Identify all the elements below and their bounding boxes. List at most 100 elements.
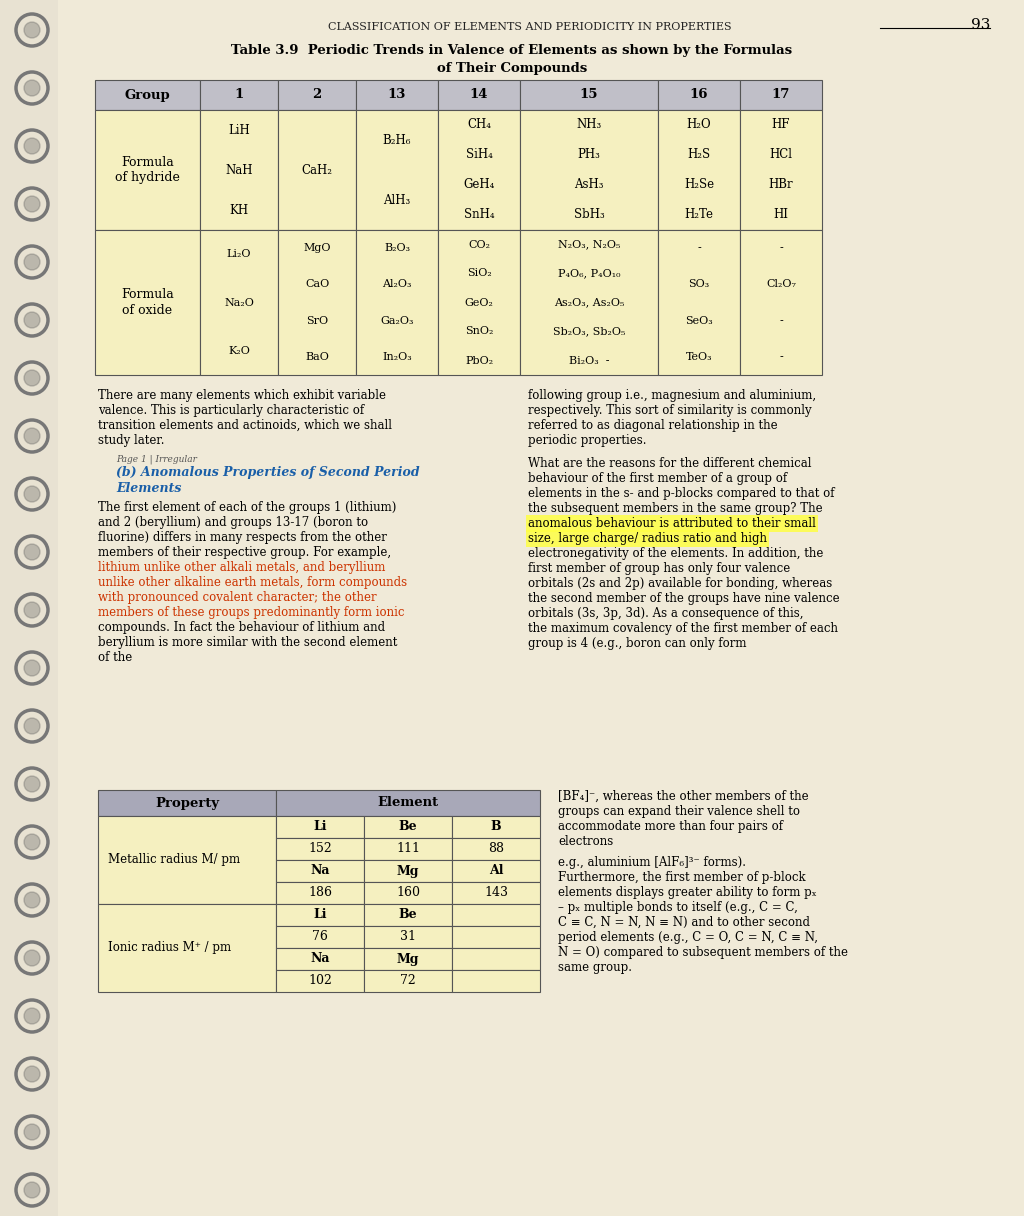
Text: periodic properties.: periodic properties. — [528, 434, 646, 447]
Text: -: - — [779, 316, 783, 326]
Text: e.g., aluminium [AlF₆]³⁻ forms).: e.g., aluminium [AlF₆]³⁻ forms). — [558, 856, 746, 869]
Text: 88: 88 — [488, 843, 504, 856]
Circle shape — [24, 1124, 40, 1141]
Text: Li: Li — [313, 908, 327, 922]
FancyBboxPatch shape — [452, 903, 540, 927]
Circle shape — [24, 660, 40, 676]
Text: Al₂O₃: Al₂O₃ — [382, 280, 412, 289]
Text: -: - — [779, 243, 783, 253]
Text: SbH₃: SbH₃ — [573, 208, 604, 221]
Circle shape — [24, 602, 40, 618]
FancyBboxPatch shape — [658, 109, 740, 230]
Text: Element: Element — [378, 796, 438, 810]
FancyBboxPatch shape — [452, 948, 540, 970]
Text: groups can expand their valence shell to: groups can expand their valence shell to — [558, 805, 800, 818]
FancyBboxPatch shape — [276, 860, 364, 882]
Text: 31: 31 — [400, 930, 416, 944]
Text: H₂O: H₂O — [687, 118, 712, 131]
Text: GeH₄: GeH₄ — [463, 179, 495, 191]
FancyBboxPatch shape — [356, 230, 438, 375]
Text: 72: 72 — [400, 974, 416, 987]
Text: What are the reasons for the different chemical: What are the reasons for the different c… — [528, 457, 811, 471]
Text: of Their Compounds: of Their Compounds — [437, 62, 587, 75]
Text: SiH₄: SiH₄ — [466, 148, 493, 162]
Text: AsH₃: AsH₃ — [574, 179, 604, 191]
Text: beryllium is more similar with the second element: beryllium is more similar with the secon… — [98, 636, 397, 649]
Text: 16: 16 — [690, 89, 709, 101]
Text: of oxide: of oxide — [123, 304, 173, 317]
Text: B: B — [490, 821, 502, 833]
Text: There are many elements which exhibit variable: There are many elements which exhibit va… — [98, 389, 386, 402]
Text: Al: Al — [488, 865, 503, 878]
Text: HF: HF — [772, 118, 791, 131]
Text: (b) Anomalous Properties of Second Period: (b) Anomalous Properties of Second Perio… — [116, 466, 420, 479]
Circle shape — [24, 313, 40, 328]
FancyBboxPatch shape — [200, 230, 278, 375]
Text: valence. This is particularly characteristic of: valence. This is particularly characteri… — [98, 404, 365, 417]
FancyBboxPatch shape — [276, 948, 364, 970]
FancyBboxPatch shape — [364, 948, 452, 970]
Text: Na: Na — [310, 865, 330, 878]
FancyBboxPatch shape — [452, 816, 540, 838]
Text: anomalous behaviour is attributed to their small: anomalous behaviour is attributed to the… — [528, 517, 816, 530]
FancyBboxPatch shape — [364, 882, 452, 903]
FancyBboxPatch shape — [276, 882, 364, 903]
Text: SrO: SrO — [306, 316, 328, 326]
Text: Na₂O: Na₂O — [224, 298, 254, 308]
Text: 160: 160 — [396, 886, 420, 900]
Text: accommodate more than four pairs of: accommodate more than four pairs of — [558, 820, 783, 833]
Circle shape — [24, 196, 40, 212]
FancyBboxPatch shape — [452, 860, 540, 882]
Text: Na: Na — [310, 952, 330, 966]
FancyBboxPatch shape — [364, 903, 452, 927]
Text: elements in the s- and p-blocks compared to that of: elements in the s- and p-blocks compared… — [528, 486, 835, 500]
Text: SO₃: SO₃ — [688, 280, 710, 289]
Text: HCl: HCl — [769, 148, 793, 162]
Text: 143: 143 — [484, 886, 508, 900]
Text: MgO: MgO — [303, 243, 331, 253]
Text: compounds. In fact the behaviour of lithium and: compounds. In fact the behaviour of lith… — [98, 621, 385, 634]
Text: Sb₂O₃, Sb₂O₅: Sb₂O₃, Sb₂O₅ — [553, 327, 626, 337]
Text: and 2 (beryllium) and groups 13-17 (boron to: and 2 (beryllium) and groups 13-17 (boro… — [98, 516, 368, 529]
Text: -: - — [779, 351, 783, 362]
FancyBboxPatch shape — [98, 816, 276, 903]
Text: Group: Group — [125, 89, 170, 101]
Text: BaO: BaO — [305, 351, 329, 362]
Text: 102: 102 — [308, 974, 332, 987]
FancyBboxPatch shape — [276, 790, 540, 816]
FancyBboxPatch shape — [658, 230, 740, 375]
FancyBboxPatch shape — [740, 80, 822, 109]
Text: Elements: Elements — [116, 482, 181, 495]
FancyBboxPatch shape — [278, 109, 356, 230]
Text: CaO: CaO — [305, 280, 329, 289]
Text: As₂O₃, As₂O₅: As₂O₃, As₂O₅ — [554, 298, 625, 308]
Text: TeO₃: TeO₃ — [686, 351, 713, 362]
Text: Table 3.9  Periodic Trends in Valence of Elements as shown by the Formulas: Table 3.9 Periodic Trends in Valence of … — [231, 44, 793, 57]
Text: Be: Be — [398, 821, 418, 833]
Text: Li: Li — [313, 821, 327, 833]
Text: PH₃: PH₃ — [578, 148, 600, 162]
Text: K₂O: K₂O — [228, 345, 250, 356]
Text: H₂S: H₂S — [687, 148, 711, 162]
Text: GeO₂: GeO₂ — [465, 298, 494, 308]
Text: 2: 2 — [312, 89, 322, 101]
Text: In₂O₃: In₂O₃ — [382, 351, 412, 362]
Text: Mg: Mg — [396, 865, 419, 878]
Text: Be: Be — [398, 908, 418, 922]
Text: -: - — [697, 243, 700, 253]
Circle shape — [24, 1066, 40, 1082]
Text: 76: 76 — [312, 930, 328, 944]
Text: first member of group has only four valence: first member of group has only four vale… — [528, 562, 791, 575]
Text: 93: 93 — [971, 18, 990, 32]
FancyBboxPatch shape — [452, 882, 540, 903]
Circle shape — [24, 137, 40, 154]
Circle shape — [24, 776, 40, 792]
Text: CH₄: CH₄ — [467, 118, 490, 131]
Circle shape — [24, 717, 40, 734]
FancyBboxPatch shape — [276, 970, 364, 992]
Text: respectively. This sort of similarity is commonly: respectively. This sort of similarity is… — [528, 404, 812, 417]
FancyBboxPatch shape — [356, 80, 438, 109]
Text: Ga₂O₃: Ga₂O₃ — [380, 316, 414, 326]
Text: SnH₄: SnH₄ — [464, 208, 495, 221]
Circle shape — [24, 1008, 40, 1024]
